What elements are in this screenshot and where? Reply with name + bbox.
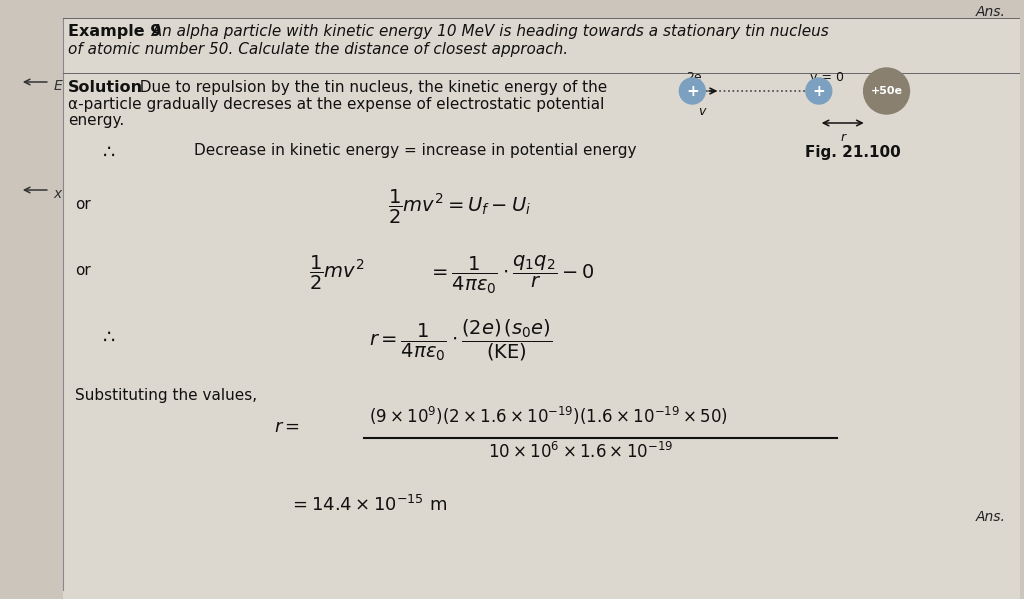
- Text: Decrease in kinetic energy = increase in potential energy: Decrease in kinetic energy = increase in…: [195, 143, 637, 158]
- FancyBboxPatch shape: [62, 18, 1020, 599]
- Text: of atomic number 50. Calculate the distance of closest approach.: of atomic number 50. Calculate the dista…: [68, 42, 568, 57]
- Text: v = 0: v = 0: [810, 71, 844, 84]
- Text: $= \dfrac{1}{4\pi\varepsilon_0}\cdot\dfrac{q_1 q_2}{r} - 0$: $= \dfrac{1}{4\pi\varepsilon_0}\cdot\dfr…: [428, 254, 595, 297]
- Text: ∴: ∴: [102, 143, 115, 162]
- Text: Ans.: Ans.: [976, 5, 1006, 19]
- Text: $r =$: $r =$: [274, 418, 300, 436]
- Text: +50e: +50e: [870, 86, 902, 96]
- Text: +: +: [812, 83, 825, 98]
- Text: r: r: [840, 131, 845, 144]
- Text: x: x: [54, 187, 62, 201]
- Circle shape: [806, 78, 831, 104]
- Text: $\dfrac{1}{2}mv^2 = U_f - U_i$: $\dfrac{1}{2}mv^2 = U_f - U_i$: [388, 188, 531, 226]
- Text: +: +: [686, 83, 698, 98]
- Text: energy.: energy.: [68, 113, 124, 128]
- Text: Substituting the values,: Substituting the values,: [75, 388, 257, 403]
- Text: v: v: [698, 105, 706, 118]
- Text: Fig. 21.100: Fig. 21.100: [805, 145, 901, 160]
- Text: Due to repulsion by the tin nucleus, the kinetic energy of the: Due to repulsion by the tin nucleus, the…: [130, 80, 607, 95]
- Text: Ans.: Ans.: [976, 510, 1006, 524]
- Text: ∴: ∴: [102, 328, 115, 347]
- Text: Solution: Solution: [68, 80, 143, 95]
- Text: or: or: [75, 263, 90, 278]
- Text: $10\times10^6\times1.6\times10^{-19}$: $10\times10^6\times1.6\times10^{-19}$: [488, 442, 673, 462]
- Text: $(9\times10^9)(2\times1.6\times10^{-19})(1.6\times10^{-19}\times50)$: $(9\times10^9)(2\times1.6\times10^{-19})…: [369, 405, 727, 427]
- Text: An alpha particle with kinetic energy 10 MeV is heading towards a stationary tin: An alpha particle with kinetic energy 10…: [142, 24, 829, 39]
- Text: $= 14.4\times10^{-15}$ m: $= 14.4\times10^{-15}$ m: [289, 495, 447, 515]
- Text: E: E: [54, 79, 62, 93]
- Text: Example 9: Example 9: [68, 24, 161, 39]
- Text: α-particle gradually decreses at the expense of electrostatic potential: α-particle gradually decreses at the exp…: [68, 97, 604, 112]
- Text: 2e: 2e: [686, 71, 702, 84]
- Text: $\dfrac{1}{2}mv^2$: $\dfrac{1}{2}mv^2$: [309, 254, 365, 292]
- Text: or: or: [75, 197, 90, 212]
- Circle shape: [679, 78, 706, 104]
- Text: $r = \dfrac{1}{4\pi\varepsilon_0}\cdot\dfrac{(2e)\,(s_0 e)}{(\mathrm{KE})}$: $r = \dfrac{1}{4\pi\varepsilon_0}\cdot\d…: [369, 318, 552, 364]
- Circle shape: [863, 68, 909, 114]
